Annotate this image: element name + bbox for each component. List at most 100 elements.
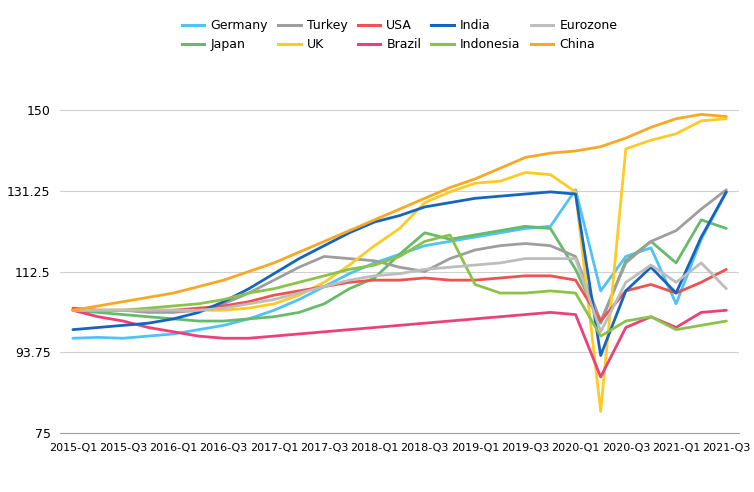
India <box>169 316 178 322</box>
Line: Eurozone: Eurozone <box>73 259 726 332</box>
China <box>144 294 153 300</box>
Japan <box>521 223 530 229</box>
Eurozone <box>495 260 504 266</box>
India <box>69 327 78 333</box>
Germany <box>370 260 379 266</box>
Brazil <box>470 316 480 322</box>
Line: Brazil: Brazil <box>73 310 726 377</box>
China <box>571 148 580 154</box>
USA <box>169 308 178 313</box>
Germany <box>69 336 78 341</box>
Brazil <box>118 318 127 324</box>
Germany <box>697 236 706 242</box>
Japan <box>169 316 178 322</box>
China <box>546 150 555 156</box>
Germany <box>244 316 253 322</box>
Line: UK: UK <box>73 119 726 411</box>
Germany <box>672 301 681 307</box>
UK <box>295 292 304 298</box>
Brazil <box>219 336 228 341</box>
Line: China: China <box>73 115 726 310</box>
Indonesia <box>244 290 253 296</box>
UK <box>244 305 253 311</box>
Germany <box>470 234 480 240</box>
Brazil <box>546 309 555 315</box>
India <box>370 219 379 225</box>
India <box>144 320 153 326</box>
Turkey <box>169 309 178 315</box>
Germany <box>646 245 655 251</box>
UK <box>269 301 278 307</box>
Line: Indonesia: Indonesia <box>73 235 726 336</box>
India <box>93 325 103 331</box>
Brazil <box>194 333 203 339</box>
USA <box>446 277 455 283</box>
Brazil <box>69 308 78 313</box>
USA <box>470 277 480 283</box>
Eurozone <box>722 286 731 292</box>
Germany <box>345 271 354 277</box>
Indonesia <box>118 308 127 313</box>
Line: India: India <box>73 192 726 355</box>
India <box>621 288 630 294</box>
India <box>118 322 127 328</box>
China <box>596 144 605 150</box>
Eurozone <box>672 279 681 285</box>
Eurozone <box>69 308 78 313</box>
UK <box>69 308 78 313</box>
USA <box>697 279 706 285</box>
Brazil <box>571 311 580 317</box>
Brazil <box>370 325 379 331</box>
Eurozone <box>395 271 404 277</box>
Germany <box>320 283 329 289</box>
USA <box>295 288 304 294</box>
India <box>219 299 228 305</box>
USA <box>118 308 127 313</box>
India <box>446 200 455 206</box>
Brazil <box>345 327 354 333</box>
India <box>646 264 655 270</box>
UK <box>571 189 580 195</box>
UK <box>219 308 228 313</box>
Turkey <box>144 309 153 315</box>
India <box>244 286 253 292</box>
Japan <box>194 318 203 324</box>
Indonesia <box>93 308 103 313</box>
Line: Turkey: Turkey <box>73 190 726 321</box>
Brazil <box>144 325 153 331</box>
Turkey <box>320 253 329 259</box>
USA <box>495 275 504 281</box>
Turkey <box>697 206 706 212</box>
Germany <box>269 308 278 313</box>
China <box>93 303 103 309</box>
UK <box>345 262 354 268</box>
Indonesia <box>546 288 555 294</box>
Eurozone <box>420 267 429 273</box>
Germany <box>295 297 304 303</box>
UK <box>722 116 731 122</box>
Brazil <box>395 322 404 328</box>
Japan <box>571 267 580 273</box>
China <box>521 154 530 160</box>
Turkey <box>420 269 429 275</box>
UK <box>93 308 103 313</box>
Turkey <box>546 243 555 248</box>
Indonesia <box>646 314 655 320</box>
China <box>470 176 480 182</box>
USA <box>596 318 605 324</box>
Line: Japan: Japan <box>73 220 726 323</box>
Japan <box>470 232 480 238</box>
Japan <box>495 228 504 234</box>
USA <box>395 277 404 283</box>
Turkey <box>370 258 379 264</box>
USA <box>571 277 580 283</box>
UK <box>596 408 605 414</box>
Eurozone <box>571 256 580 262</box>
China <box>420 195 429 201</box>
Brazil <box>495 314 504 320</box>
Indonesia <box>169 303 178 309</box>
Germany <box>93 335 103 340</box>
Brazil <box>420 320 429 326</box>
Brazil <box>169 329 178 335</box>
Eurozone <box>470 262 480 268</box>
